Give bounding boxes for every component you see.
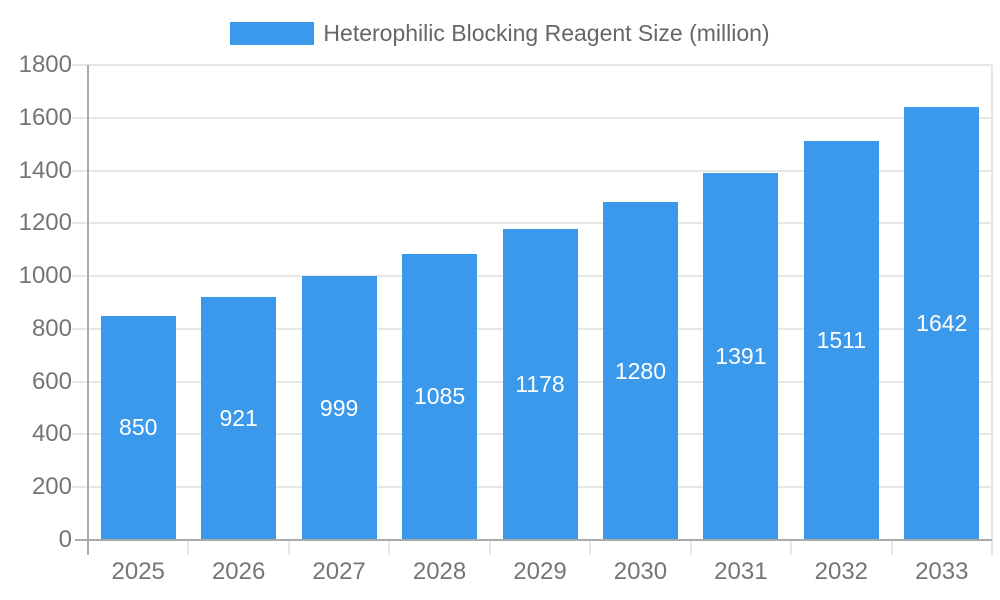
bar-2025[interactable]: 850 — [100, 315, 176, 540]
bar-value-label: 999 — [319, 394, 359, 421]
y-axis-tick-label: 1800 — [18, 51, 72, 78]
gridline-1200 — [72, 222, 992, 225]
x-axis-tick — [890, 540, 893, 555]
x-axis-tick-label: 2029 — [513, 558, 567, 585]
y-axis-line — [87, 65, 89, 555]
x-axis-line — [75, 539, 992, 541]
y-axis-tick-label: 1200 — [18, 209, 72, 237]
bar-2026[interactable]: 921 — [201, 296, 277, 540]
x-axis-tick — [388, 540, 391, 555]
y-axis-tick-label: 1600 — [18, 103, 72, 131]
x-axis-tick-label: 2027 — [312, 558, 366, 585]
plot-area: 0 200 400 600 800 1000 1200 1400 1600 1800 850 2025… — [19, 51, 993, 585]
x-axis-tick-label: 2030 — [613, 558, 668, 585]
x-axis-tick-label: 2032 — [814, 558, 869, 585]
gridline-1400 — [72, 169, 992, 172]
bar-value-label: 1391 — [715, 342, 767, 369]
bar-2030[interactable]: 1280 — [602, 202, 678, 540]
y-axis-tick-label: 200 — [31, 473, 72, 501]
bar-2027[interactable]: 999 — [301, 276, 377, 540]
x-axis-tick — [589, 540, 592, 555]
y-axis-tick-label: 1400 — [18, 156, 72, 184]
bar-value-label: 1642 — [916, 309, 968, 336]
y-axis-tick-label: 0 — [58, 526, 72, 553]
legend-swatch-icon — [230, 21, 315, 45]
plot-right-border — [991, 65, 993, 555]
bar-2028[interactable]: 1085 — [402, 253, 478, 540]
gridline-1600 — [72, 116, 992, 119]
x-axis-tick-label: 2026 — [211, 558, 266, 585]
gridline-1800 — [72, 64, 992, 66]
x-axis-tick — [187, 540, 190, 555]
bar-2032[interactable]: 1511 — [803, 141, 879, 540]
y-axis-tick-label: 400 — [31, 420, 72, 448]
bar-value-label: 921 — [219, 404, 258, 431]
y-axis-tick-label: 600 — [31, 367, 72, 395]
bar-2031[interactable]: 1391 — [703, 172, 779, 540]
x-axis-tick-label: 2031 — [714, 558, 768, 585]
bar-value-label: 850 — [119, 414, 158, 441]
bar-2029[interactable]: 1178 — [502, 229, 578, 540]
y-axis-tick-label: 1000 — [18, 262, 72, 290]
bar-value-label: 1178 — [515, 371, 565, 398]
x-axis-tick — [790, 540, 793, 555]
x-axis-tick-label: 2028 — [412, 558, 467, 585]
legend-label: Heterophilic Blocking Reagent Size (mill… — [323, 19, 770, 46]
x-axis-tick-label: 2025 — [111, 558, 165, 585]
x-axis-tick — [689, 540, 692, 555]
x-axis-tick — [287, 540, 290, 555]
y-axis-tick-label: 800 — [31, 314, 72, 342]
bar-value-label: 1511 — [816, 327, 867, 354]
x-axis-tick — [488, 540, 491, 555]
bar-value-label: 1085 — [413, 383, 466, 410]
x-axis-tick-label: 2033 — [915, 558, 969, 585]
bar-2033[interactable]: 1642 — [904, 106, 980, 540]
bar-value-label: 1280 — [614, 357, 667, 384]
legend[interactable]: Heterophilic Blocking Reagent Size (mill… — [0, 20, 1000, 46]
